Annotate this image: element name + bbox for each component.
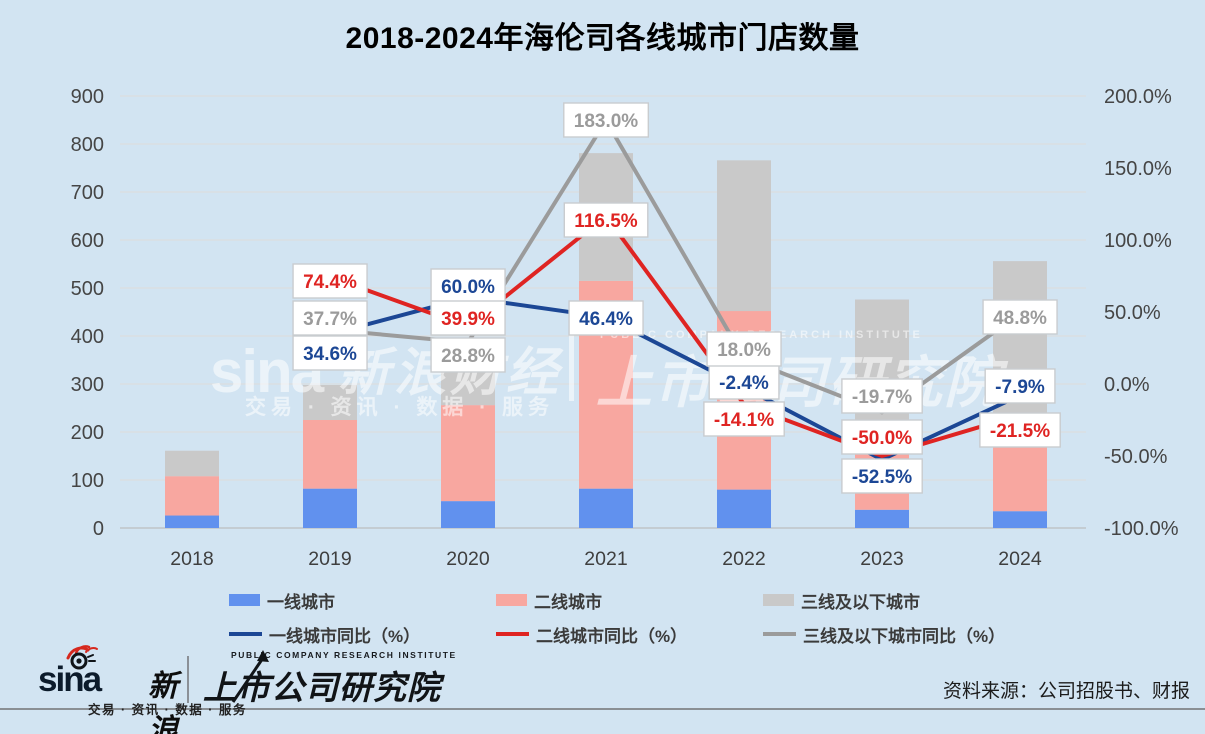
footer-divider-line [0,708,1205,710]
legend-label: 一线城市同比（%） [269,626,421,646]
legend-label: 一线城市 [267,592,335,612]
svg-text:2023: 2023 [860,548,903,570]
tier1-bar-swatch [229,594,260,606]
svg-text:150.0%: 150.0% [1104,158,1172,180]
svg-text:100.0%: 100.0% [1104,230,1172,252]
svg-text:18.0%: 18.0% [717,340,771,361]
chart-title: 2018-2024年海伦司各线城市门店数量 [345,22,860,55]
svg-text:28.8%: 28.8% [441,346,495,367]
combo-chart: 0 100 200 300 400 500 600 700 800 900 200.0% 150.0%… [71,86,1179,570]
tier2-bar-swatch [496,594,527,606]
legend-item-tier1-bars: 一线城市 [229,591,335,612]
svg-text:48.8%: 48.8% [993,308,1047,329]
svg-text:500: 500 [71,278,104,300]
svg-text:100: 100 [71,470,104,492]
legend-item-tier2-bars: 二线城市 [496,591,602,612]
pcri-english-name: PUBLIC COMPANY RESEARCH INSTITUTE [231,650,457,660]
svg-text:50.0%: 50.0% [1104,302,1161,324]
svg-text:2021: 2021 [584,548,627,570]
legend-label: 二线城市 [534,592,602,612]
svg-text:60.0%: 60.0% [441,277,495,298]
svg-text:183.0%: 183.0% [574,111,639,132]
svg-text:-100.0%: -100.0% [1104,518,1179,540]
legend-label: 三线及以下城市 [801,592,920,612]
logo-separator [187,656,189,703]
tier3-line-swatch [763,631,796,637]
svg-text:700: 700 [71,182,104,204]
svg-text:600: 600 [71,230,104,252]
svg-text:-21.5%: -21.5% [990,421,1050,442]
legend-item-tier1-line: 一线城市同比（%） [229,625,420,646]
svg-text:-19.7%: -19.7% [852,387,912,408]
legend-label: 二线城市同比（%） [536,626,688,646]
tier1-line-swatch [229,631,262,637]
legend-label: 三线及以下城市同比（%） [803,626,1006,646]
legend-item-tier3-bars: 三线及以下城市 [763,591,920,612]
svg-text:200.0%: 200.0% [1104,86,1172,108]
legend-item-tier2-line: 二线城市同比（%） [496,625,687,646]
svg-text:200: 200 [71,422,104,444]
sina-eye-icon [66,645,98,670]
svg-text:400: 400 [71,326,104,348]
pcri-arrow-icon [231,650,269,703]
svg-text:2022: 2022 [722,548,765,570]
svg-text:-7.9%: -7.9% [995,377,1045,398]
svg-text:2020: 2020 [446,548,490,570]
data-source-note: 资料来源：公司招股书、财报 [942,681,1190,702]
sina-tagline: 交易 · 资讯 · 数据 · 服务 [88,702,247,717]
svg-text:2018: 2018 [170,548,213,570]
sina-wordmark: sina [38,660,102,699]
svg-text:116.5%: 116.5% [574,211,637,232]
svg-text:0: 0 [93,518,104,540]
svg-text:74.4%: 74.4% [303,272,357,293]
watermark-text: 交易 · 资讯 · 数据 · 服务 [245,395,554,419]
svg-text:-2.4%: -2.4% [719,373,769,394]
tier3-bar-swatch [763,594,794,606]
svg-text:300: 300 [71,374,104,396]
svg-text:-50.0%: -50.0% [1104,446,1168,468]
svg-text:-52.5%: -52.5% [852,467,912,488]
svg-text:34.6%: 34.6% [303,344,357,365]
svg-text:-50.0%: -50.0% [852,428,912,449]
svg-text:2019: 2019 [308,548,351,570]
legend-item-tier3-line: 三线及以下城市同比（%） [763,625,1005,646]
svg-text:900: 900 [71,86,104,108]
svg-text:800: 800 [71,134,104,156]
svg-text:-14.1%: -14.1% [714,410,774,431]
svg-text:46.4%: 46.4% [579,309,633,330]
sina-finance-name: 新浪财经 [148,670,180,734]
svg-text:37.7%: 37.7% [303,309,357,330]
pcri-logo: PUBLIC COMPANY RESEARCH INSTITUTE 上市公司研究… [203,650,457,709]
svg-text:0.0%: 0.0% [1104,374,1150,396]
tier2-line-swatch [496,631,529,637]
svg-text:39.9%: 39.9% [441,309,495,330]
svg-text:2024: 2024 [998,548,1042,570]
